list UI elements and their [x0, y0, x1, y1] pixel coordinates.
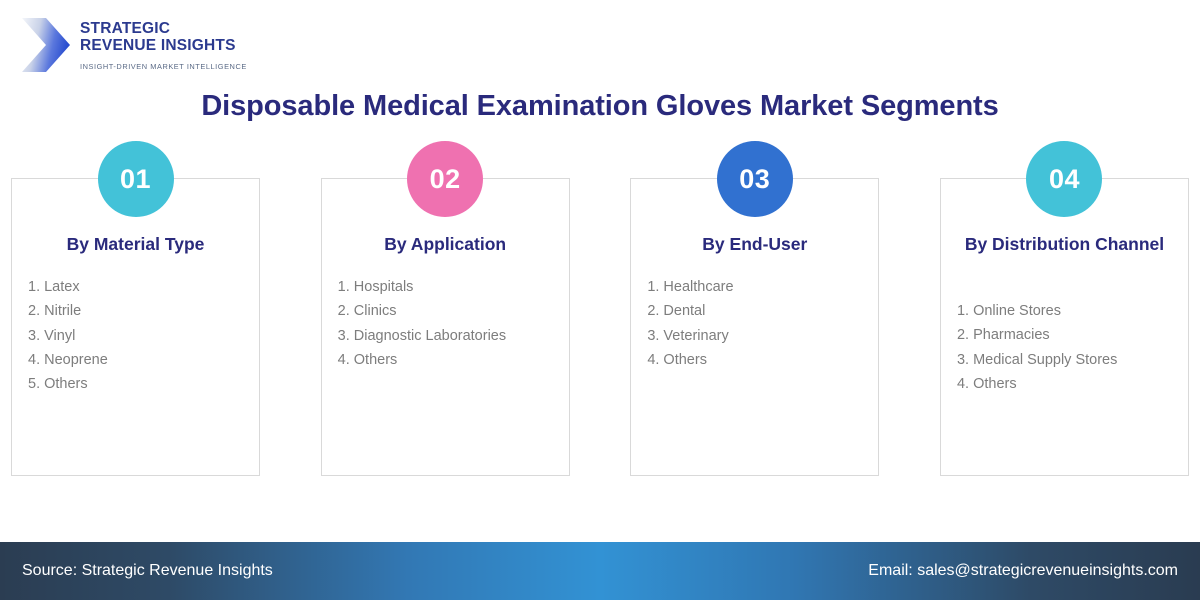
brand-logo: STRATEGIC REVENUE INSIGHTS INSIGHT-DRIVE… — [20, 14, 247, 76]
list-item: 3. Veterinary — [647, 327, 729, 344]
segment-card: 04 By Distribution Channel 1. Online Sto… — [939, 141, 1189, 476]
segment-heading: By End-User — [702, 234, 808, 254]
page-title: Disposable Medical Examination Gloves Ma… — [201, 90, 999, 122]
chevron-arrow-logo-icon — [22, 18, 70, 72]
segment-item-list: 1. Hospitals 2. Clinics 3. Diagnostic La… — [338, 275, 559, 372]
list-item: 3. Medical Supply Stores — [956, 351, 1118, 368]
segment-heading: By Application — [384, 234, 507, 254]
brand-name: STRATEGIC REVENUE INSIGHTS — [80, 20, 236, 54]
segment-heading: By Distribution Channel — [964, 234, 1165, 254]
segment-badge-01: 01 — [97, 141, 174, 217]
list-item: 4. Others — [337, 352, 398, 369]
segment-item-list: 1. Latex 2. Nitrile 3. Vinyl 4. Neoprene… — [28, 275, 249, 397]
segment-card-row: 01 By Material Type 1. Latex 2. Nitrile … — [11, 141, 1189, 476]
segment-item-list: 1. Online Stores 2. Pharmacies 3. Medica… — [957, 299, 1178, 396]
list-item: 1. Latex — [28, 279, 80, 295]
footer-bar: Source: Strategic Revenue Insights Email… — [0, 542, 1200, 600]
footer-email: Email: sales@strategicrevenueinsights.co… — [868, 562, 1178, 579]
brand-tagline: INSIGHT-DRIVEN MARKET INTELLIGENCE — [80, 61, 247, 71]
segment-heading: By Material Type — [66, 234, 205, 254]
list-item: 1. Healthcare — [647, 279, 734, 295]
list-item: 4. Others — [647, 352, 707, 369]
list-item: 5. Others — [28, 376, 88, 393]
list-item: 3. Vinyl — [28, 327, 76, 344]
segment-card: 01 By Material Type 1. Latex 2. Nitrile … — [11, 141, 260, 476]
list-item: 2. Clinics — [337, 303, 397, 320]
list-item: 2. Nitrile — [28, 303, 82, 320]
list-item: 3. Diagnostic Laboratories — [337, 327, 507, 344]
segment-badge-02: 02 — [407, 141, 484, 217]
list-item: 1. Online Stores — [956, 303, 1061, 319]
segment-item-list: 1. Healthcare 2. Dental 3. Veterinary 4.… — [647, 275, 868, 372]
segment-card: 03 By End-User 1. Healthcare 2. Dental 3… — [630, 141, 880, 476]
list-item: 2. Dental — [647, 303, 706, 320]
segment-badge-04: 04 — [1026, 141, 1103, 217]
list-item: 4. Others — [956, 376, 1017, 393]
segment-card: 02 By Application 1. Hospitals 2. Clinic… — [320, 141, 570, 476]
brand-text: STRATEGIC REVENUE INSIGHTS INSIGHT-DRIVE… — [80, 19, 247, 70]
list-item: 1. Hospitals — [337, 279, 414, 295]
footer-source: Source: Strategic Revenue Insights — [22, 562, 273, 579]
list-item: 4. Neoprene — [28, 352, 108, 369]
list-item: 2. Pharmacies — [956, 327, 1050, 344]
segment-badge-03: 03 — [716, 141, 793, 217]
